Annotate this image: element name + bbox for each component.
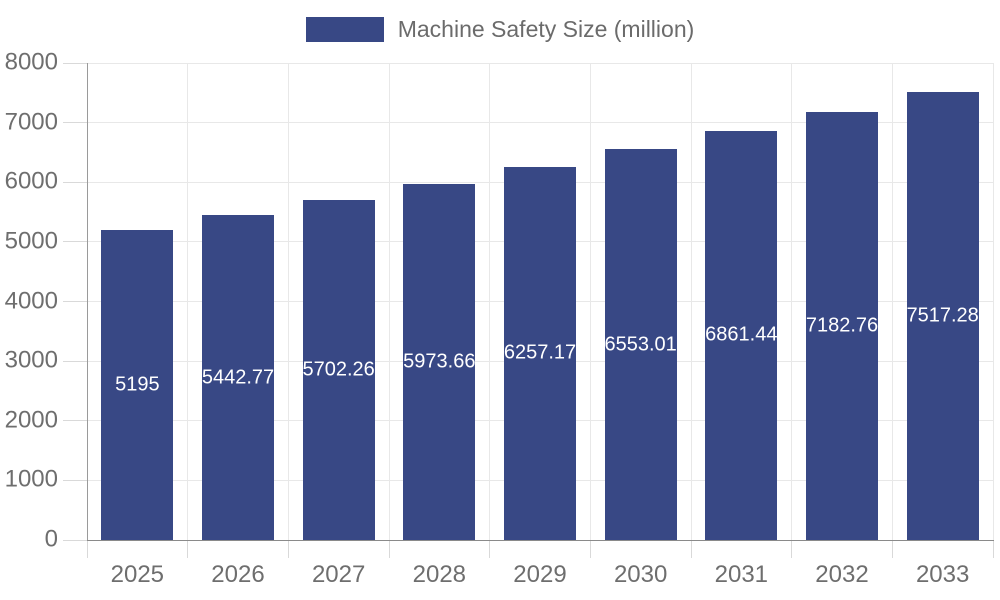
y-axis-tick-label-6000: 6000 (4, 167, 58, 195)
y-axis-tick-label-3000: 3000 (4, 346, 58, 374)
x-gridline-6 (690, 63, 692, 540)
bar-value-label-2032: 7182.76 (805, 314, 879, 337)
y-gridline-8000 (87, 62, 993, 64)
y-tick-4000 (63, 301, 87, 302)
bar-value-label-2030: 6553.01 (604, 333, 677, 356)
x-tick-9 (992, 541, 994, 558)
x-axis-tick-label-2027: 2027 (311, 561, 366, 588)
y-axis-tick-label-8000: 8000 (4, 48, 58, 76)
x-axis-tick-label-2030: 2030 (613, 561, 668, 588)
x-axis-tick-label-2028: 2028 (412, 561, 467, 588)
x-axis-tick-label-2029: 2029 (513, 561, 567, 588)
x-axis-tick-label-2032: 2032 (815, 561, 869, 588)
legend-swatch-icon (305, 17, 384, 42)
bar-2029[interactable] (504, 166, 576, 540)
x-gridline-9 (992, 63, 994, 540)
y-axis-tick-label-4000: 4000 (4, 286, 58, 314)
legend-item[interactable]: Machine Safety Size (million) (0, 16, 1000, 43)
x-gridline-8 (891, 63, 893, 540)
bar-value-label-2031: 6861.44 (705, 323, 778, 346)
y-tick-2000 (63, 420, 87, 422)
y-tick-0 (63, 539, 87, 541)
x-gridline-1 (187, 63, 189, 540)
y-tick-5000 (63, 241, 87, 243)
y-axis-line (86, 63, 88, 540)
x-tick-0 (86, 541, 88, 558)
x-tick-5 (589, 541, 591, 558)
bar-2032[interactable] (806, 111, 878, 540)
y-gridline-7000 (87, 122, 993, 124)
bar-2030[interactable] (604, 149, 677, 540)
bar-value-label-2033: 7517.28 (906, 304, 979, 327)
x-tick-4 (489, 541, 491, 558)
x-tick-6 (690, 541, 692, 558)
x-tick-8 (891, 541, 893, 558)
x-gridline-5 (589, 63, 591, 540)
bar-value-label-2028: 5973.66 (403, 350, 476, 373)
x-gridline-7 (791, 63, 793, 540)
y-axis-tick-label-1000: 1000 (4, 465, 58, 493)
x-tick-1 (187, 541, 189, 558)
bar-value-label-2025: 5195 (115, 373, 160, 396)
bar-2033[interactable] (906, 91, 979, 540)
y-axis-tick-label-5000: 5000 (4, 227, 58, 255)
bar-2026[interactable] (202, 215, 274, 540)
bar-value-label-2026: 5442.77 (201, 366, 275, 389)
y-tick-3000 (63, 360, 87, 362)
legend-label: Machine Safety Size (million) (397, 16, 695, 42)
x-tick-7 (791, 541, 793, 558)
x-tick-3 (388, 541, 390, 558)
bar-2025[interactable] (101, 230, 174, 540)
y-tick-7000 (63, 122, 87, 124)
x-axis-tick-label-2026: 2026 (211, 561, 265, 588)
y-tick-6000 (63, 181, 87, 183)
y-tick-1000 (63, 479, 87, 481)
y-axis-tick-label-7000: 7000 (4, 108, 58, 136)
x-axis-tick-label-2033: 2033 (915, 561, 970, 588)
x-axis-line (87, 539, 994, 541)
x-gridline-4 (489, 63, 491, 540)
bar-value-label-2027: 5702.26 (302, 358, 375, 381)
y-axis-tick-label-2000: 2000 (4, 406, 58, 434)
bar-value-label-2029: 6257.17 (503, 341, 577, 364)
x-tick-2 (287, 541, 289, 558)
x-axis-tick-label-2025: 2025 (110, 561, 165, 588)
bar-2027[interactable] (302, 200, 375, 540)
x-gridline-2 (287, 63, 289, 540)
x-axis-tick-label-2031: 2031 (714, 561, 769, 588)
bar-2031[interactable] (705, 130, 778, 540)
bar-2028[interactable] (403, 183, 476, 540)
y-tick-8000 (63, 62, 87, 64)
y-axis-tick-label-0: 0 (44, 525, 58, 553)
x-gridline-3 (388, 63, 390, 540)
